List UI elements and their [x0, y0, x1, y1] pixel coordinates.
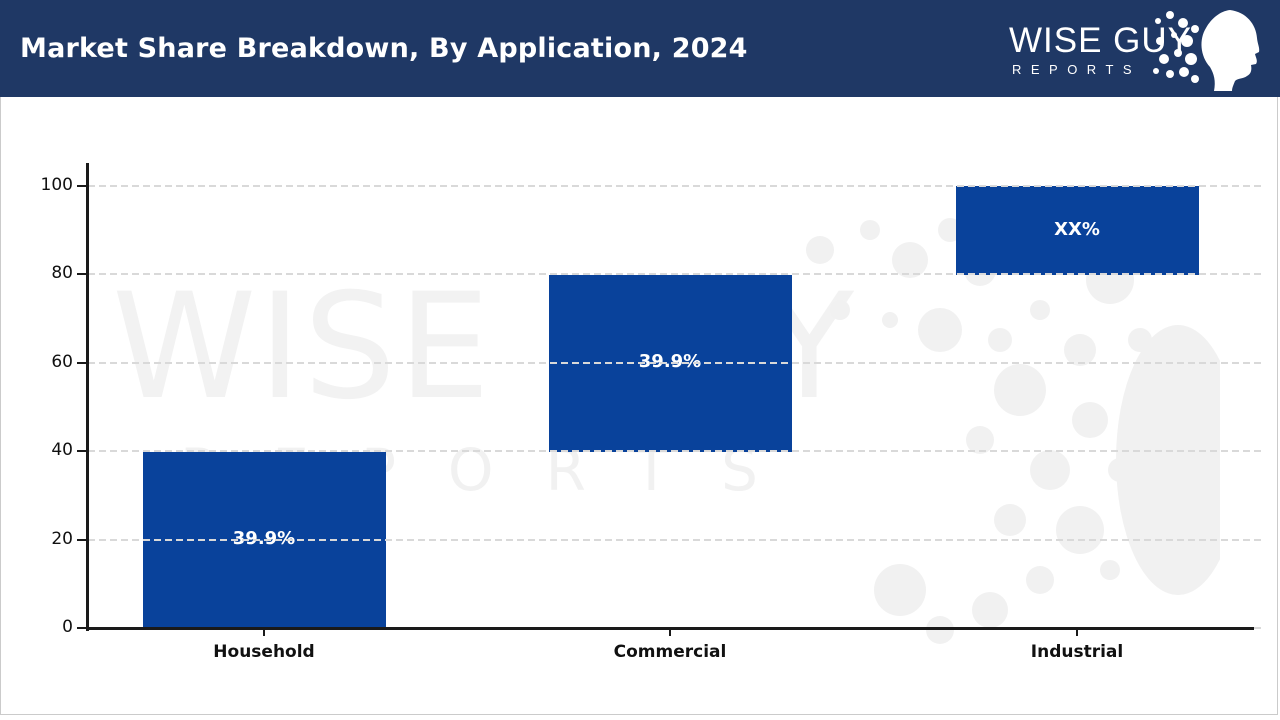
x-category-label: Industrial: [1030, 642, 1124, 662]
gridline: [88, 538, 1262, 541]
y-tick: [77, 627, 87, 629]
y-axis-spine: [86, 163, 89, 631]
x-tick: [263, 629, 265, 636]
plot-area: 39.9% Household 39.9% Commercial XX% Industri…: [41, 163, 1262, 662]
y-tick-label: 100: [40, 175, 73, 195]
gridline: [88, 185, 1262, 187]
logo-sub-label: REPORTS: [1011, 61, 1142, 77]
x-category-label: Commercial: [613, 642, 727, 662]
y-tick: [77, 361, 87, 364]
gridline: [88, 450, 1262, 453]
x-axis-spine: [86, 627, 1254, 630]
y-tick-label: 20: [51, 528, 73, 549]
y-tick: [77, 538, 87, 541]
page-title: Market Share Breakdown, By Application, …: [20, 33, 748, 64]
bar-industrial: XX%: [955, 186, 1199, 276]
bar-label: XX%: [1054, 218, 1100, 240]
bar-label: 39.9%: [232, 527, 296, 549]
x-tick: [1076, 629, 1078, 636]
y-tick-label: 0: [62, 617, 73, 637]
y-tick-label: 60: [51, 351, 73, 372]
y-tick-label: 40: [51, 440, 73, 461]
logo: WISE GUY REPORTS: [1009, 7, 1280, 91]
watermark-face-dots-icon: [806, 216, 1220, 644]
gridline: [88, 273, 1262, 276]
y-tick-label: 80: [51, 263, 73, 284]
y-tick: [77, 185, 87, 187]
logo-face-icon: [1153, 9, 1260, 91]
gridline: [88, 361, 1262, 364]
x-category-label: Household: [213, 642, 315, 662]
y-tick: [77, 450, 87, 453]
y-tick: [77, 273, 87, 276]
x-tick: [669, 629, 671, 636]
header: Market Share Breakdown, By Application, …: [0, 0, 1280, 97]
